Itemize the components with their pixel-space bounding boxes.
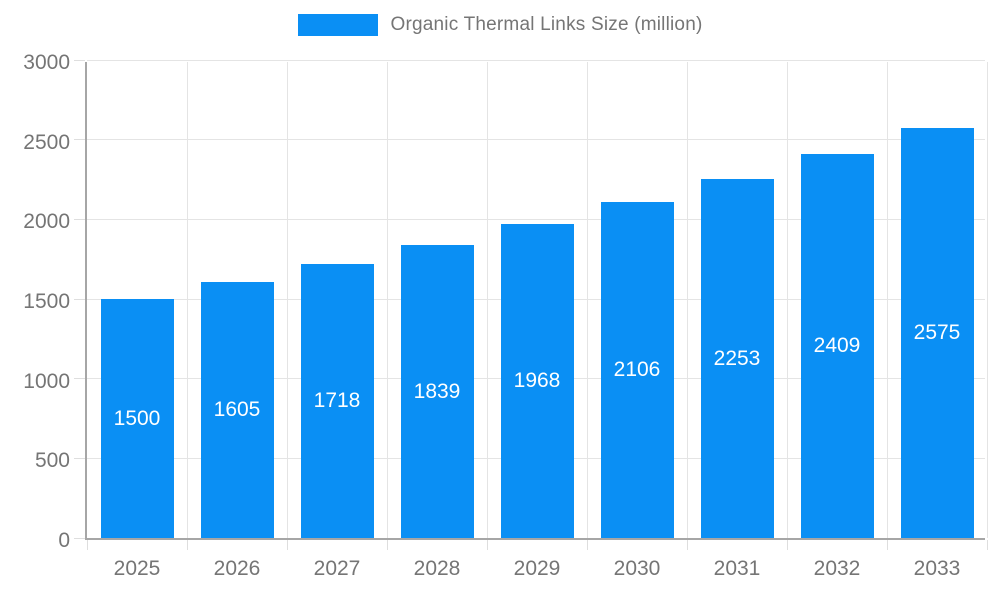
bar-2028: 1839 (400, 245, 474, 538)
y-axis-tick (74, 139, 85, 141)
x-axis-label: 2028 (413, 557, 461, 580)
bar-2026: 1605 (200, 282, 274, 538)
plot-area: 0 500 1000 1500 2000 2500 3000 1500 2025 1605 2026… (23, 52, 988, 579)
x-axis-tick (986, 540, 988, 550)
gridline-v (586, 62, 588, 538)
x-axis-tick (286, 540, 288, 550)
y-axis-label: 0 (58, 529, 70, 552)
y-axis-label: 1500 (23, 290, 70, 313)
x-axis-tick (586, 540, 588, 550)
gridline-v (186, 62, 188, 538)
y-axis-tick (74, 537, 85, 539)
x-axis-label: 2033 (913, 557, 961, 580)
bar-value-label: 2253 (713, 346, 761, 370)
gridline-v (786, 62, 788, 538)
bar-2027: 1718 (300, 264, 374, 538)
y-axis-label: 2500 (23, 130, 70, 154)
y-axis-tick (74, 218, 85, 220)
bar-value-label: 1718 (313, 389, 361, 413)
x-axis-tick (886, 540, 888, 550)
bar-2025: 1500 (100, 299, 174, 538)
y-axis-label: 2000 (23, 210, 70, 234)
x-axis-tick (86, 540, 88, 550)
gridline-h (87, 218, 985, 220)
bar-value-label: 2106 (613, 358, 661, 382)
x-axis-tick (786, 540, 788, 550)
gridline-v (286, 62, 288, 538)
bar-value-label: 1605 (213, 398, 261, 422)
x-axis-label: 2026 (213, 557, 261, 580)
x-axis-label: 2027 (313, 557, 361, 580)
x-axis-tick (386, 540, 388, 550)
legend-swatch (297, 14, 378, 36)
bar-value-label: 1839 (413, 379, 461, 403)
x-axis-label: 2025 (113, 557, 161, 580)
gridline-h (87, 59, 985, 61)
legend[interactable]: Organic Thermal Links Size (million) (0, 14, 1000, 36)
bar-2033: 2575 (900, 127, 974, 538)
bar-value-label: 2575 (913, 320, 961, 344)
gridline-v (686, 62, 688, 538)
y-axis-label: 3000 (23, 51, 70, 74)
gridline-v (386, 62, 388, 538)
bar-2032: 2409 (800, 154, 874, 538)
legend-label: Organic Thermal Links Size (million) (390, 14, 703, 35)
y-axis-label: 500 (34, 449, 70, 473)
x-axis-label: 2029 (513, 557, 561, 580)
x-axis-tick (186, 540, 188, 550)
y-axis-tick (74, 298, 85, 300)
bar-2031: 2253 (700, 179, 774, 538)
x-axis-label: 2031 (713, 557, 761, 580)
x-axis-tick (486, 540, 488, 550)
y-axis-tick (74, 378, 85, 380)
y-axis-tick (74, 457, 85, 459)
gridline-v (886, 62, 888, 538)
bar-value-label: 1968 (513, 369, 561, 393)
y-axis-label: 1000 (23, 369, 70, 393)
gridline-v (486, 62, 488, 538)
y-axis-tick (74, 59, 85, 61)
bar-value-label: 2409 (813, 334, 861, 358)
x-axis-tick (686, 540, 688, 550)
gridline-v (986, 62, 988, 538)
x-axis-label: 2030 (613, 557, 661, 580)
bar-2030: 2106 (600, 202, 674, 538)
x-axis-label: 2032 (813, 557, 861, 580)
bar-2029: 1968 (500, 224, 574, 538)
bar-value-label: 1500 (113, 406, 161, 430)
gridline-h (87, 139, 985, 141)
